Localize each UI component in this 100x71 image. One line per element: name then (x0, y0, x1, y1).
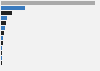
Bar (0, 51, 2, 55)
Bar (0, 26, 5, 30)
Bar (0, 11, 12, 15)
Bar (0, 1, 95, 5)
Bar (0, 46, 2, 50)
Bar (0, 6, 25, 10)
Bar (0, 16, 7, 20)
Bar (0, 31, 4, 35)
Bar (0, 21, 6, 25)
Bar (0, 41, 3, 45)
Bar (0, 36, 3, 40)
Bar (0, 61, 2, 65)
Bar (0, 56, 2, 60)
Bar (0, 66, 1, 70)
